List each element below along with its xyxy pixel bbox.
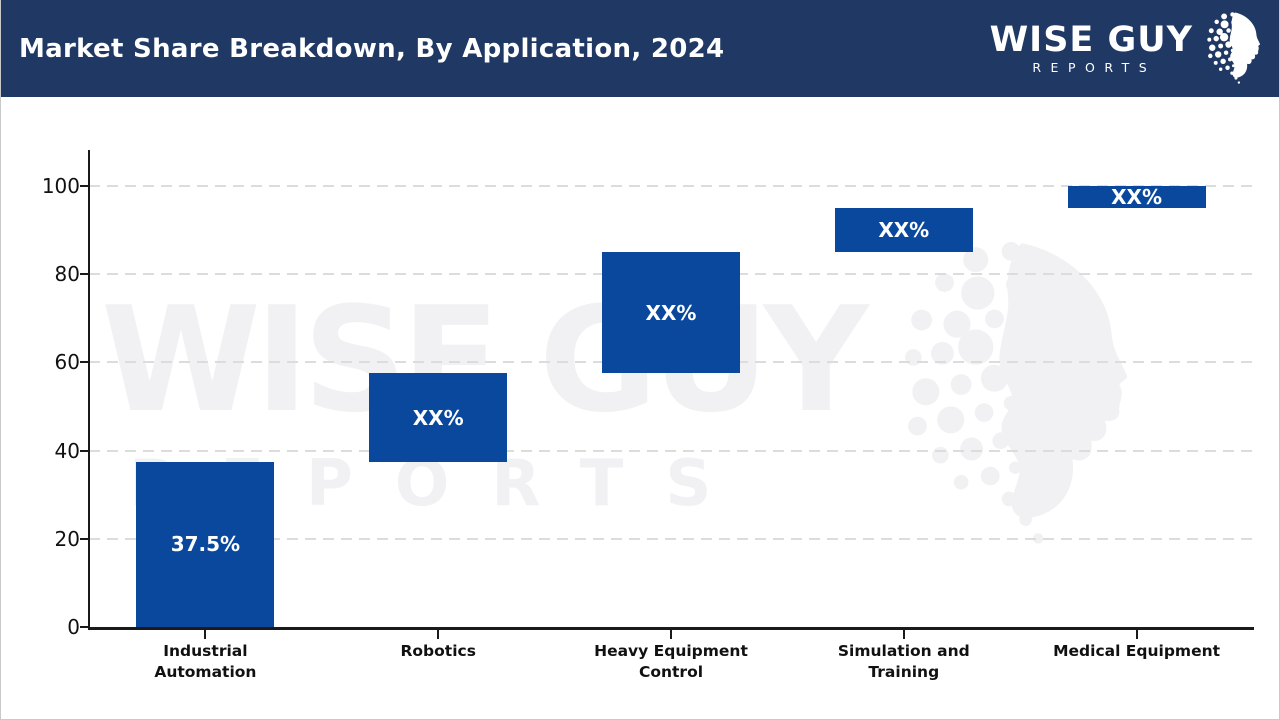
y-tick-label-40: 40 [54,438,80,463]
y-tickmark-40 [80,449,89,452]
bar-value-label: XX% [878,218,930,243]
y-tickmark-80 [80,273,89,276]
y-tickmark-0 [80,626,89,628]
y-tick-label-80: 80 [54,262,80,287]
y-tickmark-60 [80,361,89,364]
header-bar: Market Share Breakdown, By Application, … [1,0,1279,97]
x-tickmark-1 [437,630,440,639]
y-tick-label-100: 100 [41,174,80,198]
bar-robotics: XX% [369,373,508,462]
bar-simulation-and-training: XX% [834,208,973,253]
bar-industrial-automation: 37.5% [136,461,275,627]
y-tickmark-100 [80,185,89,187]
y-tickmark-20 [80,537,89,540]
bar-heavy-equipment-control: XX% [602,252,740,374]
x-category-label-2: Heavy Equipment Control [594,642,748,681]
bar-medical-equipment: XX% [1067,185,1206,210]
y-axis-line [88,150,90,627]
logo-wordmark: WISE GUY [989,19,1193,60]
bar-value-label: XX% [645,300,697,325]
gridline-40 [89,449,1253,452]
bar-value-label: 37.5% [170,532,241,557]
logo-subtext: REPORTS [1032,59,1157,75]
bar-value-label: XX% [1111,185,1163,210]
x-tickmark-3 [902,630,905,639]
bar-value-label: XX% [412,405,464,430]
y-tick-label-20: 20 [54,526,80,551]
gridline-100 [89,185,1253,187]
x-category-label-1: Robotics [400,642,476,660]
gridline-20 [89,537,1253,540]
x-category-label-4: Medical Equipment [1053,642,1221,660]
page-title: Market Share Breakdown, By Application, … [19,33,725,64]
logo-text: WISE GUY REPORTS [989,19,1193,75]
x-tickmark-0 [204,630,207,639]
y-tick-label-0: 0 [67,615,80,639]
x-category-label-0: Industrial Automation [154,642,257,681]
x-axis-line [88,627,1254,630]
x-tickmark-2 [670,630,672,639]
x-category-label-3: Simulation and Training [837,642,970,681]
wiseguy-logo: WISE GUY REPORTS [990,7,1269,91]
y-tick-label-60: 60 [54,350,80,375]
x-tickmark-4 [1135,630,1138,639]
